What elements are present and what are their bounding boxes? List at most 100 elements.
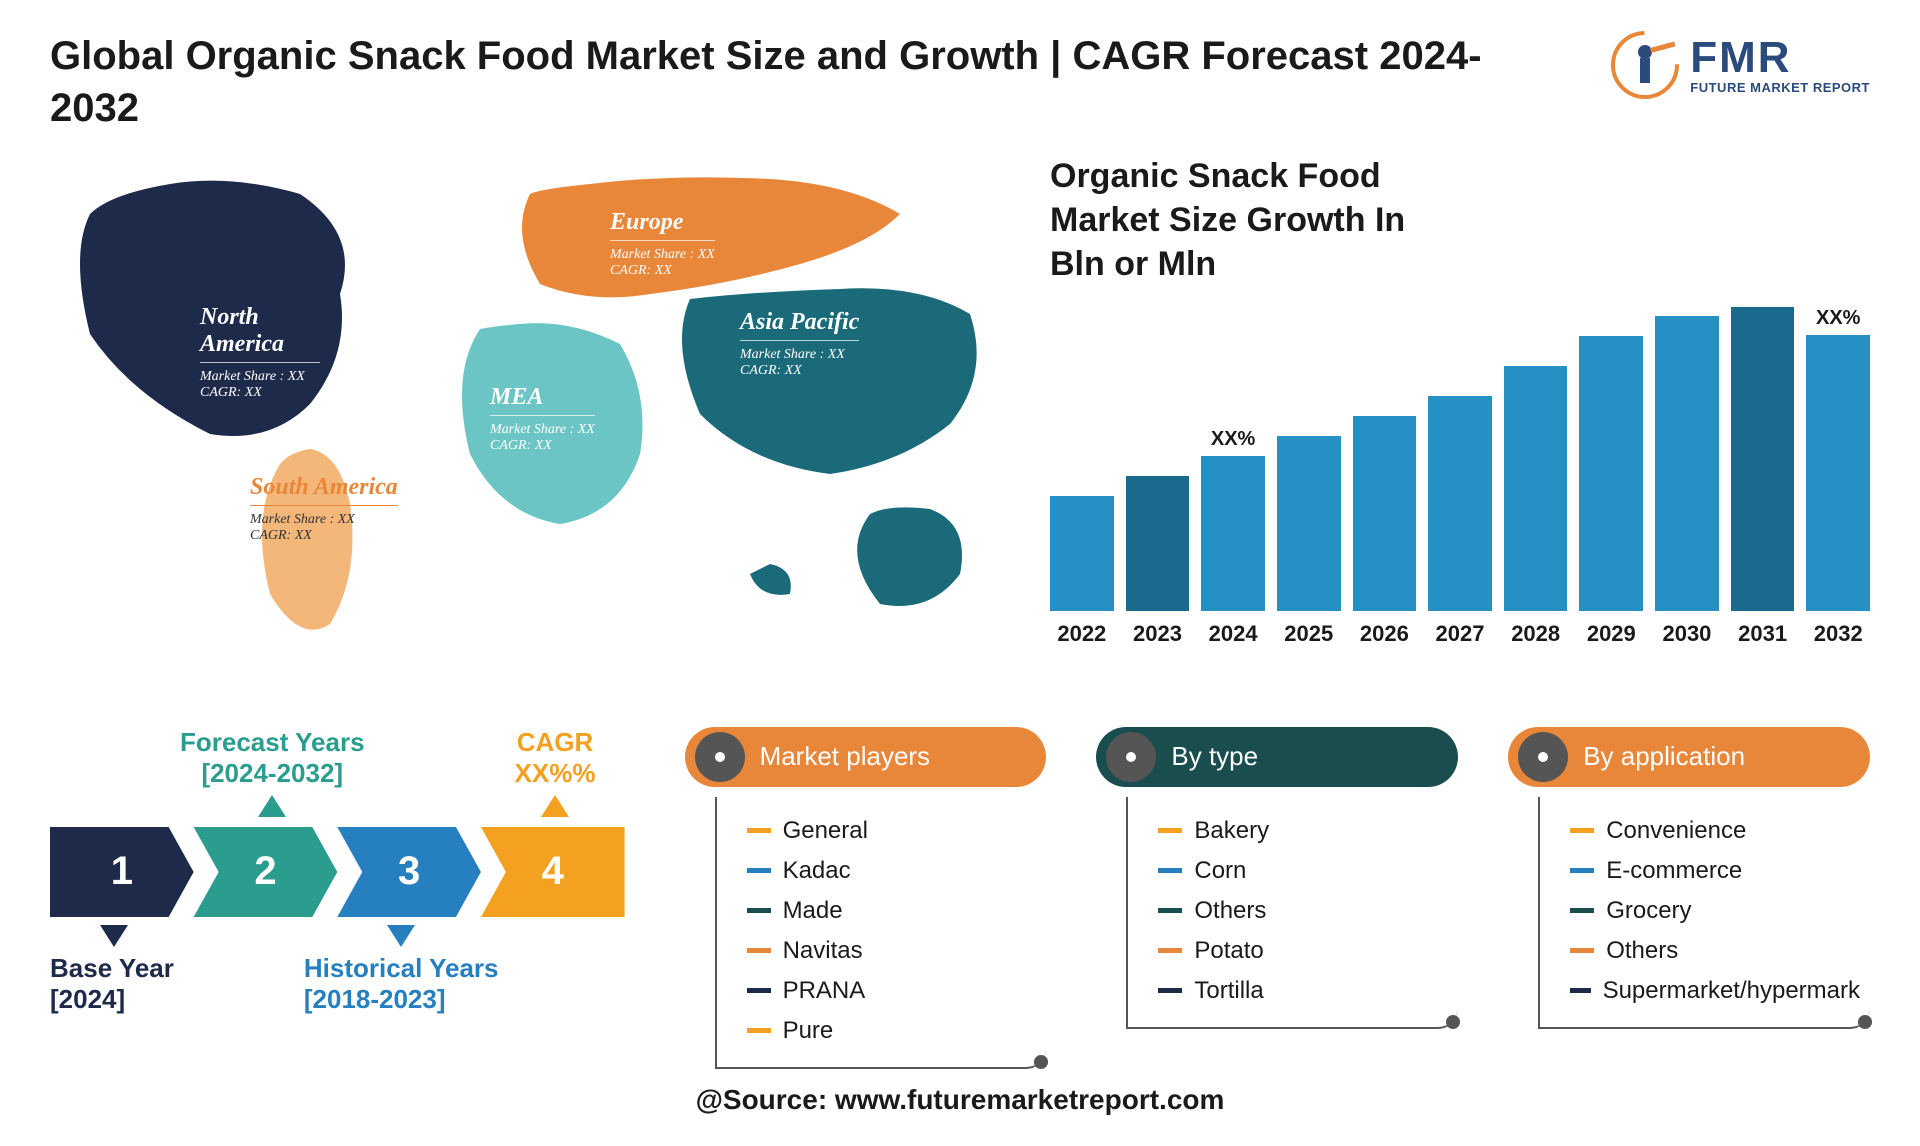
region-title: MEA <box>490 384 595 416</box>
cagr-label: CAGR XX%% <box>515 727 596 817</box>
item-label: Potato <box>1194 937 1263 965</box>
list-item: Tortilla <box>1158 977 1448 1005</box>
header: Global Organic Snack Food Market Size an… <box>50 30 1870 134</box>
list-item: Others <box>1158 897 1448 925</box>
bar-year: 2024 <box>1209 621 1258 647</box>
region-title: South America <box>250 474 398 506</box>
item-label: General <box>783 817 868 845</box>
category-header: By application <box>1508 727 1870 787</box>
bar <box>1277 436 1341 611</box>
bar-wrapper: XX% 2024 <box>1201 307 1265 647</box>
item-label: Made <box>783 897 843 925</box>
bullet-icon <box>1158 988 1182 993</box>
bar-wrapper: 2025 <box>1277 307 1341 647</box>
top-section: North America Market Share : XX CAGR: XX… <box>50 154 1870 687</box>
timeline-seg-1: 1 <box>50 827 194 917</box>
bar-label: XX% <box>1816 307 1860 330</box>
historical-label: Historical Years [2018-2023] <box>304 925 499 1015</box>
circle-icon <box>1518 732 1568 782</box>
list-item: Others <box>1570 937 1860 965</box>
category-header-label: Market players <box>760 741 931 772</box>
bullet-icon <box>1570 948 1594 953</box>
bar-year: 2029 <box>1587 621 1636 647</box>
category-header: By type <box>1096 727 1458 787</box>
bullet-icon <box>1158 868 1182 873</box>
logo-sub: FUTURE MARKET REPORT <box>1690 80 1870 95</box>
region-share: Market Share : XX <box>610 247 715 263</box>
circle-icon <box>695 732 745 782</box>
bar-label: XX% <box>1211 428 1255 451</box>
item-label: Supermarket/hypermark <box>1603 977 1860 1005</box>
logo-text: FMR FUTURE MARKET REPORT <box>1690 36 1870 95</box>
category-column: By type Bakery Corn Others Potato Tortil… <box>1096 727 1458 1069</box>
region-cagr: CAGR: XX <box>610 263 715 279</box>
bar-year: 2022 <box>1057 621 1106 647</box>
bullet-icon <box>1158 908 1182 913</box>
timeline: Forecast Years [2024-2032] CAGR XX%% 1 2… <box>50 727 625 1069</box>
bullet-icon <box>747 828 771 833</box>
triangle-down-icon <box>100 925 128 947</box>
item-label: Others <box>1606 937 1678 965</box>
item-label: E-commerce <box>1606 857 1742 885</box>
footer-source: @Source: www.futuremarketreport.com <box>696 1084 1225 1116</box>
region-cagr: CAGR: XX <box>200 385 320 401</box>
bar-wrapper: XX% 2032 <box>1806 307 1870 647</box>
region-share: Market Share : XX <box>740 347 859 363</box>
region-asia-pacific: Asia Pacific Market Share : XX CAGR: XX <box>740 309 859 379</box>
bar-wrapper: 2022 <box>1050 307 1114 647</box>
bar <box>1353 416 1417 611</box>
region-north-america: North America Market Share : XX CAGR: XX <box>200 304 320 401</box>
region-title: Europe <box>610 209 715 241</box>
base-year-label: Base Year [2024] <box>50 925 174 1015</box>
timeline-seg-4: 4 <box>481 827 625 917</box>
item-label: Navitas <box>783 937 863 965</box>
region-mea: MEA Market Share : XX CAGR: XX <box>490 384 595 454</box>
chart-title: Organic Snack Food Market Size Growth In… <box>1050 154 1450 287</box>
list-item: Made <box>747 897 1037 925</box>
forecast-label: Forecast Years [2024-2032] <box>180 727 365 817</box>
bar <box>1655 316 1719 611</box>
bar-wrapper: 2027 <box>1428 307 1492 647</box>
bar-wrapper: 2031 <box>1731 307 1795 647</box>
bar-year: 2027 <box>1436 621 1485 647</box>
region-share: Market Share : XX <box>250 512 398 528</box>
bullet-icon <box>1158 948 1182 953</box>
triangle-up-icon <box>258 795 286 817</box>
circle-icon <box>1106 732 1156 782</box>
bullet-icon <box>747 988 771 993</box>
triangle-up-icon <box>541 795 569 817</box>
list-item: Navitas <box>747 937 1037 965</box>
list-item: Grocery <box>1570 897 1860 925</box>
timeline-seg-3: 3 <box>337 827 481 917</box>
bar-wrapper: 2030 <box>1655 307 1719 647</box>
category-column: Market players General Kadac Made Navita… <box>685 727 1047 1069</box>
bar-year: 2023 <box>1133 621 1182 647</box>
bar-year: 2031 <box>1738 621 1787 647</box>
bars-container: 2022 2023 XX% 2024 2025 2026 2027 2028 2… <box>1050 307 1870 687</box>
item-label: PRANA <box>783 977 866 1005</box>
region-cagr: CAGR: XX <box>490 438 595 454</box>
item-label: Pure <box>783 1017 834 1045</box>
page-title: Global Organic Snack Food Market Size an… <box>50 30 1550 134</box>
region-title: Asia Pacific <box>740 309 859 341</box>
bar-chart: Organic Snack Food Market Size Growth In… <box>1050 154 1870 687</box>
bar <box>1806 335 1870 611</box>
bullet-icon <box>1570 908 1594 913</box>
list-item: Supermarket/hypermark <box>1570 977 1860 1005</box>
list-item: Convenience <box>1570 817 1860 845</box>
item-label: Others <box>1194 897 1266 925</box>
category-column: By application Convenience E-commerce Gr… <box>1508 727 1870 1069</box>
region-share: Market Share : XX <box>490 422 595 438</box>
bar-year: 2026 <box>1360 621 1409 647</box>
region-south-america: South America Market Share : XX CAGR: XX <box>250 474 398 544</box>
region-title: North America <box>200 304 320 363</box>
item-label: Grocery <box>1606 897 1691 925</box>
bar-year: 2030 <box>1662 621 1711 647</box>
bar-wrapper: 2028 <box>1504 307 1568 647</box>
region-cagr: CAGR: XX <box>250 528 398 544</box>
logo-fmr: FMR <box>1690 36 1870 80</box>
bar-wrapper: 2029 <box>1579 307 1643 647</box>
bar <box>1428 396 1492 611</box>
list-item: Kadac <box>747 857 1037 885</box>
bar <box>1731 307 1795 611</box>
